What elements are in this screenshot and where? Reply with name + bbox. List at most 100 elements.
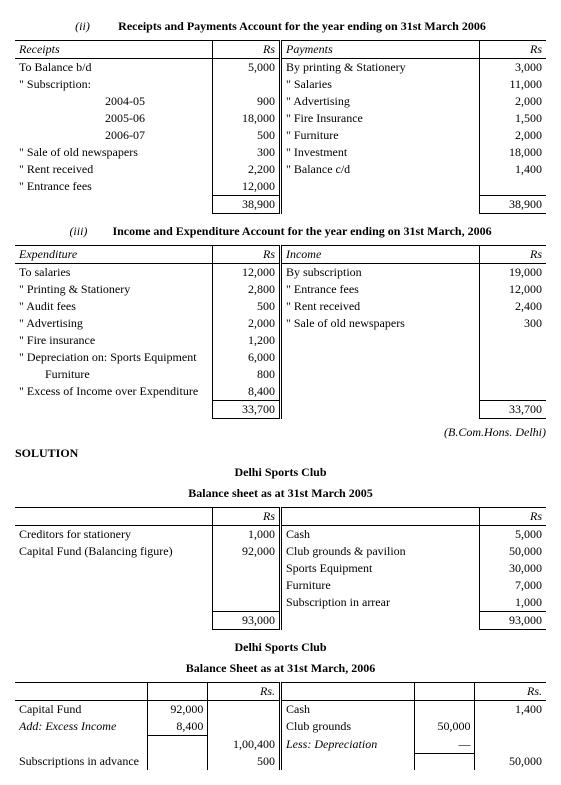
row-label: Cash: [280, 701, 414, 719]
solution-heading: SOLUTION: [15, 446, 546, 461]
row-label: " Furniture: [280, 127, 479, 144]
row-label: Furniture: [280, 577, 479, 594]
bs2005-org: Delhi Sports Club: [15, 465, 546, 480]
row-amt: 8,400: [212, 383, 280, 401]
row-label: [280, 178, 479, 196]
col-head: Rs: [479, 508, 546, 526]
row-amt: 2,000: [479, 93, 546, 110]
row-amt: [479, 383, 546, 401]
row-amt: 1,200: [212, 332, 280, 349]
col-head: Rs: [479, 41, 546, 59]
col-head: Rs.: [208, 683, 281, 701]
row-amt: 18,000: [479, 144, 546, 161]
row-label: " Rent received: [280, 298, 479, 315]
row-label: 2005-06: [15, 110, 212, 127]
row-amt: 1,000: [479, 594, 546, 612]
row-label: " Salaries: [280, 76, 479, 93]
row-amt: 2,400: [479, 298, 546, 315]
row-amt: 92,000: [212, 543, 280, 560]
total-cell: 33,700: [479, 401, 546, 419]
row-amt: 7,000: [479, 577, 546, 594]
row-amt: 12,000: [212, 264, 280, 282]
row-amt: 500: [208, 753, 281, 770]
row-label: 2006-07: [15, 127, 212, 144]
section-title-text: Income and Expenditure Account for the y…: [112, 224, 491, 238]
row-label: " Investment: [280, 144, 479, 161]
total-cell: 33,700: [212, 401, 280, 419]
col-head: Rs: [212, 508, 280, 526]
row-label: To salaries: [15, 264, 212, 282]
row-label: By subscription: [280, 264, 479, 282]
section-num: (ii): [75, 19, 115, 34]
row-amt: 19,000: [479, 264, 546, 282]
col-head: Rs: [212, 246, 280, 264]
row-amt: 18,000: [212, 110, 280, 127]
row-amt: 1,00,400: [208, 736, 281, 754]
col-head: Rs: [212, 41, 280, 59]
row-amt: 11,000: [479, 76, 546, 93]
row-label: Subscription in arrear: [280, 594, 479, 612]
row-amt: 500: [212, 298, 280, 315]
row-label: " Depreciation on: Sports Equipment: [15, 349, 212, 366]
row-amt: 92,000: [147, 701, 207, 719]
row-amt: [212, 560, 280, 577]
row-amt: 3,000: [479, 59, 546, 77]
row-amt: 1,400: [475, 701, 546, 719]
row-label: Capital Fund: [15, 701, 147, 719]
bs2006-title: Balance Sheet as at 31st March, 2006: [15, 661, 546, 676]
row-label: Capital Fund (Balancing figure): [15, 543, 212, 560]
row-amt: [212, 577, 280, 594]
row-label: " Entrance fees: [15, 178, 212, 196]
row-amt: 12,000: [212, 178, 280, 196]
row-label: " Sale of old newspapers: [280, 315, 479, 332]
receipts-payments-table: Receipts Rs Payments Rs To Balance b/d5,…: [15, 40, 546, 214]
row-amt: 5,000: [479, 526, 546, 544]
row-label: Less: Depreciation: [286, 737, 377, 751]
row-label: 2004-05: [15, 93, 212, 110]
col-head: Rs: [479, 246, 546, 264]
col-head: Receipts: [15, 41, 212, 59]
row-label: " Excess of Income over Expenditure: [15, 383, 212, 401]
row-amt: —: [415, 736, 475, 754]
row-label: Creditors for stationery: [15, 526, 212, 544]
row-amt: [212, 76, 280, 93]
row-amt: 1,400: [479, 161, 546, 178]
balance-sheet-2006-table: Rs. Rs. Capital Fund 92,000 Cash 1,400 A…: [15, 682, 546, 770]
row-label: " Audit fees: [15, 298, 212, 315]
row-amt: 2,800: [212, 281, 280, 298]
row-amt: [212, 594, 280, 612]
row-amt: 800: [212, 366, 280, 383]
row-amt: 50,000: [479, 543, 546, 560]
row-amt: 300: [212, 144, 280, 161]
row-amt: 50,000: [415, 718, 475, 736]
row-amt: 900: [212, 93, 280, 110]
section-iii-title: (iii) Income and Expenditure Account for…: [15, 224, 546, 239]
row-label: [15, 577, 212, 594]
balance-sheet-2005-table: Rs Rs Creditors for stationery1,000Cash5…: [15, 507, 546, 630]
row-label: To Balance b/d: [15, 59, 212, 77]
col-head: Rs.: [475, 683, 546, 701]
row-label: [280, 332, 479, 349]
bs2006-org: Delhi Sports Club: [15, 640, 546, 655]
row-amt: [479, 349, 546, 366]
row-amt: 50,000: [475, 753, 546, 770]
row-label: Cash: [280, 526, 479, 544]
row-label: " Rent received: [15, 161, 212, 178]
row-label: " Sale of old newspapers: [15, 144, 212, 161]
row-label: By printing & Stationery: [280, 59, 479, 77]
row-label: Sports Equipment: [280, 560, 479, 577]
row-amt: [479, 178, 546, 196]
section-num: (iii): [69, 224, 109, 239]
row-amt: [479, 366, 546, 383]
row-amt: 1,000: [212, 526, 280, 544]
row-label: Club grounds & pavilion: [280, 543, 479, 560]
row-amt: 30,000: [479, 560, 546, 577]
row-amt: 5,000: [212, 59, 280, 77]
row-label: [15, 560, 212, 577]
row-label: " Printing & Stationery: [15, 281, 212, 298]
section-title-text: Receipts and Payments Account for the ye…: [118, 19, 486, 33]
row-label: " Fire Insurance: [280, 110, 479, 127]
row-label: [280, 383, 479, 401]
row-label: [15, 594, 212, 612]
row-amt: 2,000: [212, 315, 280, 332]
